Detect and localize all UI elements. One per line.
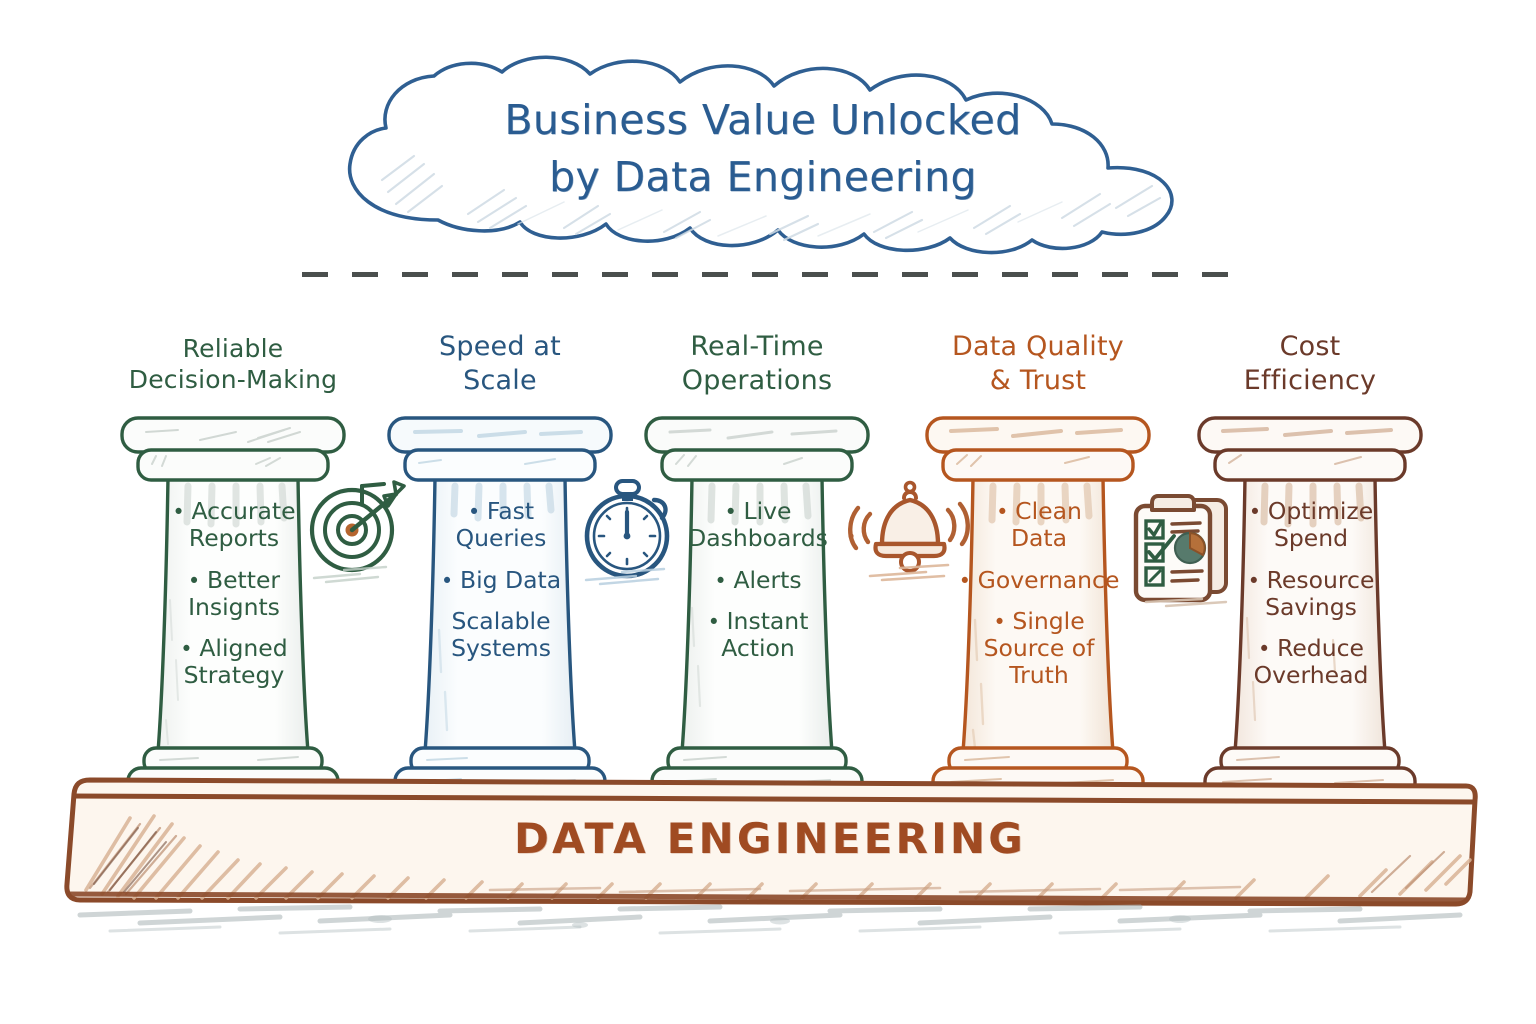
divider	[302, 272, 1234, 277]
clipboard-checklist-icon	[1133, 494, 1228, 608]
title-line-2: by Data Engineering	[549, 152, 977, 201]
title-text: Business Value Unlocked by Data Engineer…	[318, 92, 1208, 205]
plinth-shape-icon	[64, 777, 1478, 907]
foundation-plinth: DATA ENGINEERING	[60, 772, 1480, 917]
title-line-1: Business Value Unlocked	[504, 96, 1022, 144]
bell-icon	[848, 480, 970, 582]
cloud-shape-icon	[347, 55, 1174, 255]
stopwatch-icon	[584, 479, 670, 586]
target-icon	[309, 480, 406, 584]
title-cloud: Business Value Unlocked by Data Engineer…	[318, 52, 1208, 257]
ground-shadow	[77, 904, 1463, 935]
foundation-label: DATA ENGINEERING	[514, 814, 1026, 863]
pillar-shape-icon	[1197, 416, 1423, 798]
